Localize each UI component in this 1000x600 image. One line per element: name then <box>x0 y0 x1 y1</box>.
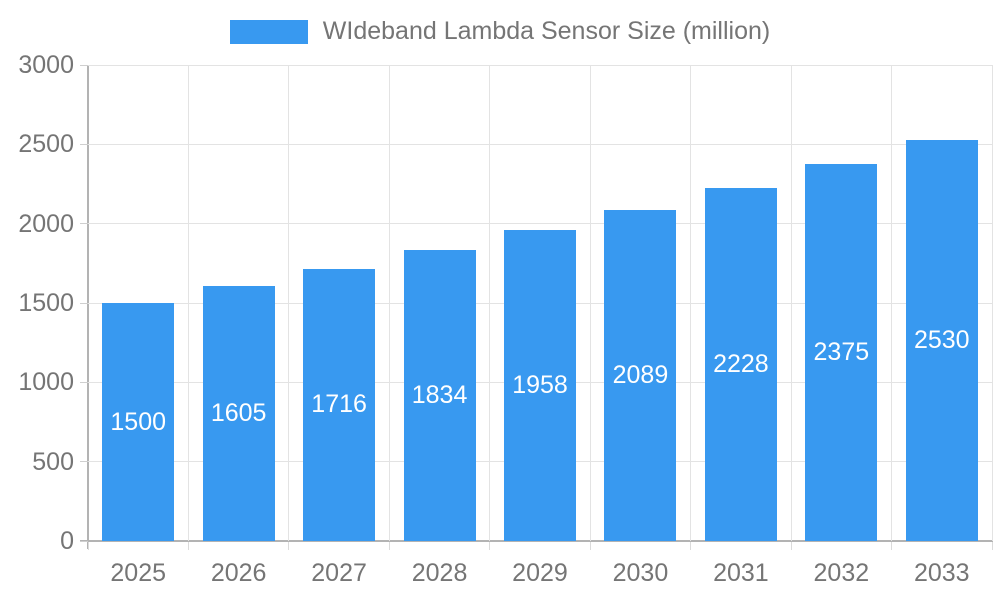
bar-2032[interactable]: 2375 <box>805 164 878 541</box>
y-axis-tick-label: 500 <box>32 447 74 476</box>
x-gridline <box>388 65 390 541</box>
x-axis-tick <box>489 542 491 550</box>
y-axis-tick <box>80 143 88 145</box>
x-axis-tick <box>87 542 89 550</box>
bar-2033[interactable]: 2530 <box>905 139 978 541</box>
y-axis-tick <box>80 381 88 383</box>
y-axis-tick <box>80 302 88 304</box>
y-axis-tick-label: 1000 <box>18 368 74 397</box>
legend-label[interactable]: WIdeband Lambda Sensor Size (million) <box>322 17 771 45</box>
x-axis-tick <box>690 542 692 550</box>
x-axis-tick <box>891 542 893 550</box>
bar-value-label: 1716 <box>311 390 367 419</box>
y-axis-tick <box>80 223 88 225</box>
y-gridline <box>88 143 992 145</box>
y-axis-tick-label: 2000 <box>18 209 74 238</box>
legend: WIdeband Lambda Sensor Size (million) <box>0 17 1000 46</box>
bar-2025[interactable]: 1500 <box>102 303 175 541</box>
x-axis-tick-label: 2026 <box>210 559 267 587</box>
x-axis-tick <box>991 542 993 550</box>
x-axis-tick-label: 2025 <box>110 559 167 587</box>
bar-value-label: 2089 <box>612 360 669 389</box>
bar-2031[interactable]: 2228 <box>704 187 777 541</box>
y-axis-line <box>87 65 89 549</box>
bar-2026[interactable]: 1605 <box>202 286 275 541</box>
y-axis-tick-label: 3000 <box>18 51 74 79</box>
bar-2028[interactable]: 1834 <box>403 250 476 541</box>
x-axis-tick-label: 2031 <box>713 559 769 587</box>
x-axis-tick-label: 2027 <box>311 559 367 587</box>
y-gridline <box>88 223 992 225</box>
y-axis-tick-label: 2500 <box>18 130 74 159</box>
bar-value-label: 1500 <box>110 407 167 436</box>
x-axis-tick-label: 2033 <box>913 559 970 587</box>
bar-value-label: 2228 <box>713 349 769 378</box>
bar-value-label: 1834 <box>411 381 468 409</box>
x-gridline <box>891 65 893 541</box>
x-axis-line <box>80 540 993 542</box>
x-axis-tick <box>288 542 290 550</box>
x-axis-tick-label: 2030 <box>612 559 669 587</box>
x-axis-tick-label: 2029 <box>512 559 568 587</box>
x-axis-tick <box>187 542 189 550</box>
bar-value-label: 1958 <box>512 371 568 400</box>
legend-swatch[interactable] <box>229 19 308 44</box>
y-axis-tick-label: 0 <box>60 527 74 555</box>
x-gridline <box>790 65 792 541</box>
y-axis-tick <box>80 461 88 463</box>
x-gridline <box>489 65 491 541</box>
bar-value-label: 1605 <box>210 399 267 428</box>
x-axis-tick <box>589 542 591 550</box>
y-gridline <box>88 64 992 66</box>
plot-area: 1500 1605 1716 1834 1958 2089 2228 2375 2530 <box>88 64 993 541</box>
bar-value-label: 2375 <box>813 338 870 367</box>
bar-2027[interactable]: 1716 <box>303 268 376 541</box>
x-axis-tick-label: 2032 <box>813 559 870 587</box>
y-axis-tick <box>80 64 88 66</box>
bar-2029[interactable]: 1958 <box>504 230 576 541</box>
x-axis-tick <box>388 542 390 550</box>
x-gridline <box>288 65 290 541</box>
x-gridline <box>589 65 591 541</box>
x-axis-tick-label: 2028 <box>411 559 468 587</box>
x-gridline <box>991 65 993 541</box>
bar-2030[interactable]: 2089 <box>604 209 677 541</box>
x-gridline <box>187 65 189 541</box>
y-axis-tick-label: 1500 <box>18 289 74 317</box>
x-gridline <box>690 65 692 541</box>
bar-value-label: 2530 <box>913 325 970 354</box>
x-axis-tick <box>790 542 792 550</box>
y-axis-tick <box>80 540 88 542</box>
